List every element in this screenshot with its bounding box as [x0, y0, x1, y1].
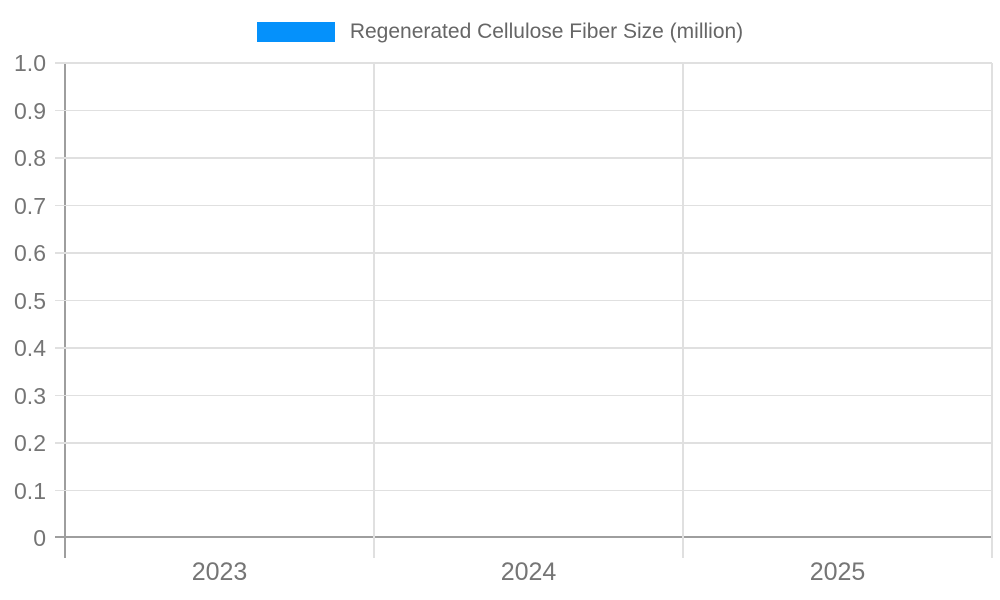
gridline: [55, 252, 992, 254]
y-tick-label: 0.7: [14, 192, 46, 219]
category-divider: [373, 63, 375, 558]
y-axis-line: [64, 63, 66, 558]
gridline: [55, 204, 992, 206]
gridline: [55, 347, 992, 349]
y-tick-label: 0.6: [14, 240, 46, 266]
y-tick-label: 0.2: [14, 430, 46, 456]
y-tick-label: 0.8: [14, 145, 46, 171]
category-divider: [991, 63, 993, 558]
y-tick-label: 0.4: [14, 335, 46, 361]
y-tick-label: 0.9: [14, 97, 46, 124]
gridline: [55, 299, 992, 301]
x-tick-label: 2024: [500, 558, 557, 586]
gridline: [55, 442, 992, 444]
category-divider: [682, 63, 684, 558]
gridline: [55, 157, 992, 159]
y-tick-label: 0.1: [14, 477, 46, 504]
gridline: [55, 109, 992, 111]
y-tick-label: 1.0: [14, 50, 46, 76]
gridline: [55, 489, 992, 491]
x-axis-line: [55, 536, 992, 538]
chart-legend[interactable]: Regenerated Cellulose Fiber Size (millio…: [0, 20, 1000, 44]
y-tick-label: 0: [33, 525, 46, 551]
x-tick-label: 2025: [809, 558, 866, 586]
legend-marker: [256, 22, 335, 42]
gridline: [55, 62, 992, 64]
gridline: [55, 394, 992, 396]
x-tick-label: 2023: [191, 558, 248, 586]
plot-area: [55, 62, 993, 558]
y-tick-label: 0.5: [14, 287, 46, 314]
legend-label: Regenerated Cellulose Fiber Size (millio…: [349, 20, 744, 43]
y-tick-label: 0.3: [14, 382, 46, 409]
